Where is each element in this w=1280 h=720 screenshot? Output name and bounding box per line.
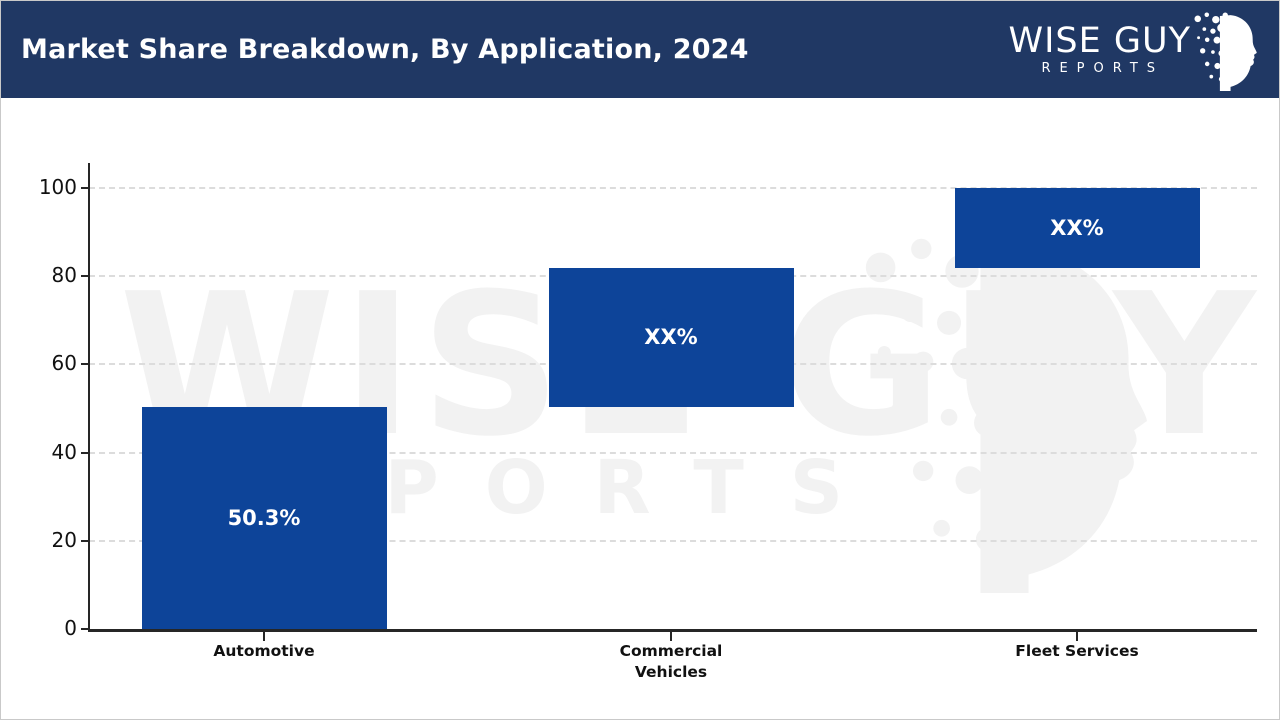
x-tick-mark bbox=[263, 632, 265, 641]
logo-wordmark-line2: REPORTS bbox=[1041, 61, 1165, 76]
logo-wordmark-line1: WISE GUY bbox=[1008, 21, 1191, 61]
y-tick-mark bbox=[81, 539, 88, 542]
y-tick-label: 40 bbox=[51, 439, 77, 464]
y-tick-label: 80 bbox=[51, 263, 77, 288]
y-tick-mark bbox=[81, 275, 88, 278]
y-tick-label: 0 bbox=[64, 616, 77, 640]
bar-automotive: 50.3% bbox=[141, 407, 387, 629]
x-category-label: Fleet Services bbox=[1015, 642, 1139, 660]
y-axis-line bbox=[88, 163, 90, 631]
bar-commercial-vehicles: XX% bbox=[548, 267, 794, 408]
x-tick-mark bbox=[1076, 632, 1078, 641]
bar-value-label: XX% bbox=[644, 325, 698, 350]
page-title: Market Share Breakdown, By Application, … bbox=[21, 34, 749, 65]
wiseguy-logo: WISE GUY REPORTS bbox=[1008, 9, 1261, 91]
y-tick-label: 20 bbox=[51, 527, 77, 552]
logo-wordmark: WISE GUY REPORTS bbox=[1008, 23, 1191, 76]
x-category-label: Commercial Vehicles bbox=[619, 642, 723, 681]
gridline-40 bbox=[89, 451, 1257, 454]
bar-fleet-services: XX% bbox=[954, 188, 1200, 268]
y-tick-mark bbox=[81, 363, 88, 366]
y-tick-mark bbox=[81, 451, 88, 454]
logo-head-icon bbox=[1194, 11, 1257, 91]
y-tick-label: 60 bbox=[51, 351, 77, 376]
y-tick-mark bbox=[81, 187, 88, 189]
gridline-100 bbox=[89, 187, 1257, 189]
header: Market Share Breakdown, By Application, … bbox=[1, 1, 1279, 98]
x-axis-line bbox=[88, 629, 1257, 632]
gridline-20 bbox=[89, 539, 1257, 542]
bar-value-label: 50.3% bbox=[227, 506, 301, 531]
bar-value-label: XX% bbox=[1050, 215, 1104, 240]
x-category-label: Automotive bbox=[213, 642, 315, 660]
x-tick-mark bbox=[670, 632, 672, 641]
y-tick-mark bbox=[81, 628, 88, 630]
y-tick-label: 100 bbox=[38, 175, 77, 199]
